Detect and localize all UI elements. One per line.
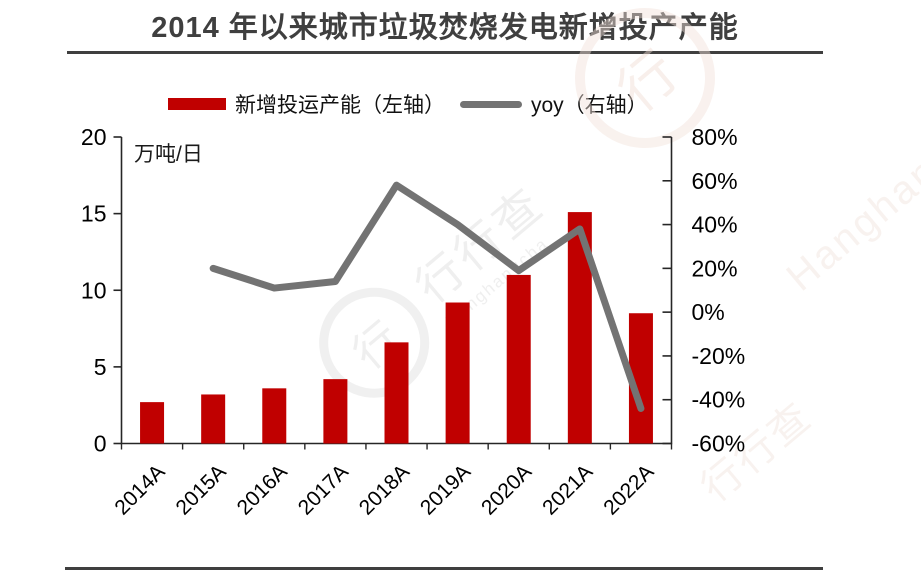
page-title: 2014 年以来城市垃圾焚烧发电新增投产产能 <box>151 12 739 44</box>
bar-2020A <box>506 274 531 444</box>
x-axis-label: 2016A <box>233 460 292 519</box>
x-axis-label: 2015A <box>171 460 230 519</box>
right-axis-tick-label: 40% <box>692 212 738 238</box>
legend-item-line: yoy（右轴） <box>460 90 648 118</box>
bar-2018A <box>384 342 409 444</box>
right-axis-tick-label: 60% <box>692 168 738 194</box>
bar-legend-swatch <box>168 98 226 110</box>
line-legend-label: yoy（右轴） <box>531 94 648 117</box>
bottom-divider <box>65 567 823 570</box>
bar-2014A <box>140 402 165 444</box>
yoy-line <box>209 181 645 412</box>
left-axis-tick-label: 15 <box>81 201 107 227</box>
right-axis-tick-label: -20% <box>692 343 746 369</box>
x-axis-label: 2014A <box>110 460 169 519</box>
bar-2017A <box>323 379 348 444</box>
left-axis-unit-label: 万吨/日 <box>134 143 203 166</box>
legend-item-bar: 新增投运产能（左轴） <box>168 90 445 118</box>
bar-2019A <box>445 302 470 444</box>
right-axis-tick-label: -60% <box>692 431 746 457</box>
left-axis-tick-label: 0 <box>94 431 107 457</box>
x-axis-label: 2022A <box>599 460 658 519</box>
x-axis-label: 2017A <box>294 460 353 519</box>
line-legend-swatch <box>460 100 522 108</box>
bar-2016A <box>262 388 287 444</box>
left-axis-tick-label: 20 <box>81 124 107 150</box>
x-axis-label: 2021A <box>538 460 597 519</box>
x-axis-label: 2020A <box>477 460 536 519</box>
x-axis-label: 2018A <box>355 460 414 519</box>
bar-legend-label: 新增投运产能（左轴） <box>235 94 445 117</box>
right-axis-tick-label: 0% <box>692 299 725 325</box>
right-axis-tick-label: 80% <box>692 124 738 150</box>
bar-2015A <box>201 394 226 444</box>
chart-title-block: 2014 年以来城市垃圾焚烧发电新增投产产能 <box>67 8 823 48</box>
right-axis-tick-label: 20% <box>692 255 738 281</box>
left-axis-tick-label: 5 <box>94 354 107 380</box>
left-axis-tick-label: 10 <box>81 277 107 303</box>
title-underline <box>67 51 823 54</box>
x-axis-label: 2019A <box>416 460 475 519</box>
right-axis-tick-label: -40% <box>692 387 746 413</box>
